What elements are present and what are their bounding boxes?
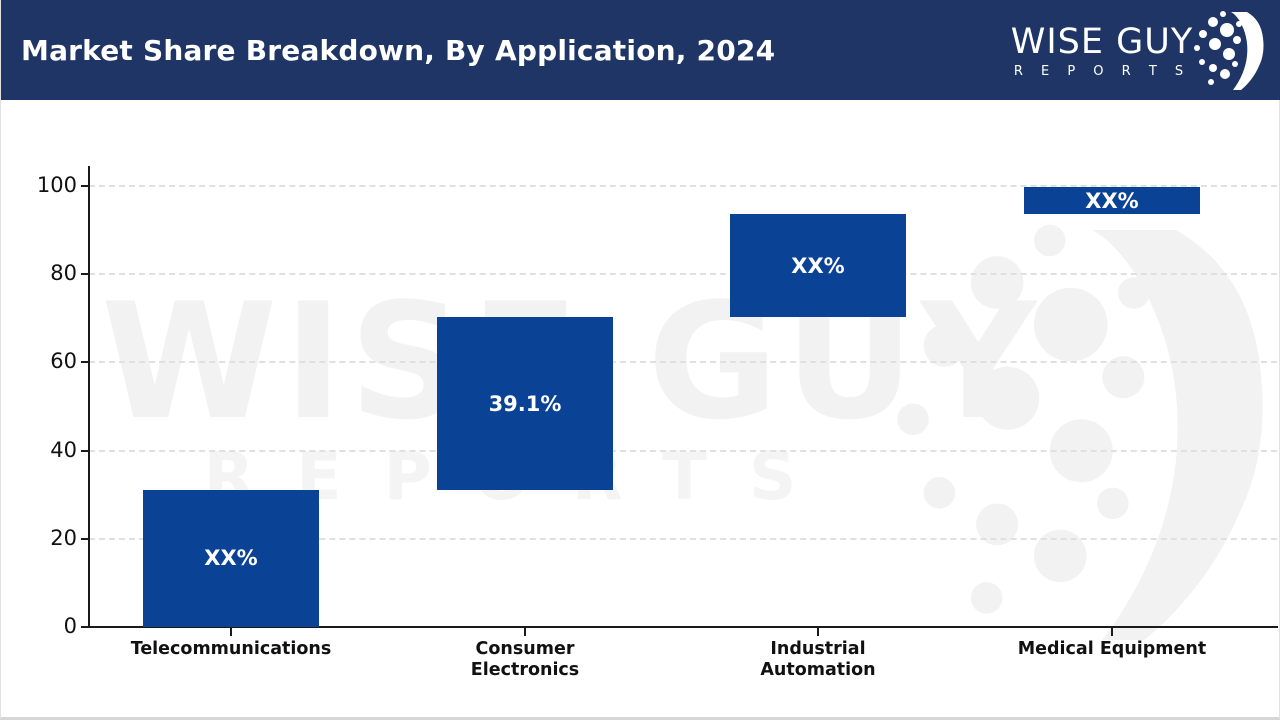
y-axis-tick	[81, 449, 89, 452]
x-axis-tick	[817, 628, 819, 636]
gridline-y-60	[89, 361, 1277, 364]
y-tick-label: 100	[36, 173, 77, 197]
page-title: Market Share Breakdown, By Application, …	[21, 33, 776, 67]
y-axis-tick	[81, 185, 89, 187]
bar-telecommunications: XX%	[143, 489, 319, 627]
y-axis-line	[88, 166, 90, 628]
gridline-y-20	[89, 537, 1277, 540]
logo-wordmark: WISE GUY	[1010, 22, 1194, 62]
gridline-y-40	[89, 449, 1277, 452]
x-category-label: Consumer Electronics	[470, 639, 580, 680]
y-tick-label: 20	[50, 525, 77, 550]
watermark-head-icon	[897, 224, 1263, 640]
wise-guy-reports-logo: WISE GUY R E P O R T S	[1007, 8, 1267, 94]
x-category-label: Telecommunications	[130, 639, 332, 659]
y-tick-label: 40	[50, 437, 77, 462]
y-tick-label: 0	[63, 614, 77, 638]
gridline-y-100	[89, 185, 1277, 187]
header-band: Market Share Breakdown, By Application, …	[1, 0, 1280, 100]
gridline-y-80	[89, 273, 1277, 276]
x-category-label: Industrial Automation	[760, 639, 876, 680]
bar-value-label: XX%	[1085, 188, 1139, 213]
y-tick-label: 60	[50, 349, 77, 374]
x-axis-tick	[524, 628, 526, 636]
x-axis-tick	[1111, 628, 1113, 636]
y-axis-tick	[81, 273, 89, 276]
y-axis-tick	[81, 626, 89, 628]
y-axis-tick	[81, 537, 89, 540]
bar-value-label: XX%	[791, 253, 845, 278]
logo-subtitle: R E P O R T S	[1013, 64, 1191, 79]
y-tick-label: 80	[50, 261, 77, 286]
logo-text: WISE GUY R E P O R T S	[1007, 22, 1197, 79]
bar-value-label: XX%	[204, 546, 258, 571]
x-axis-tick	[230, 628, 232, 636]
bar-consumer-electronics: 39.1%	[437, 317, 613, 490]
logo-head-icon	[1194, 11, 1264, 90]
bar-value-label: 39.1%	[488, 391, 562, 416]
bar-industrial-automation: XX%	[730, 214, 906, 318]
x-axis-line	[88, 626, 1278, 628]
bar-medical-equipment: XX%	[1024, 186, 1200, 215]
x-category-label: Medical Equipment	[1017, 639, 1207, 659]
y-axis-tick	[81, 361, 89, 364]
